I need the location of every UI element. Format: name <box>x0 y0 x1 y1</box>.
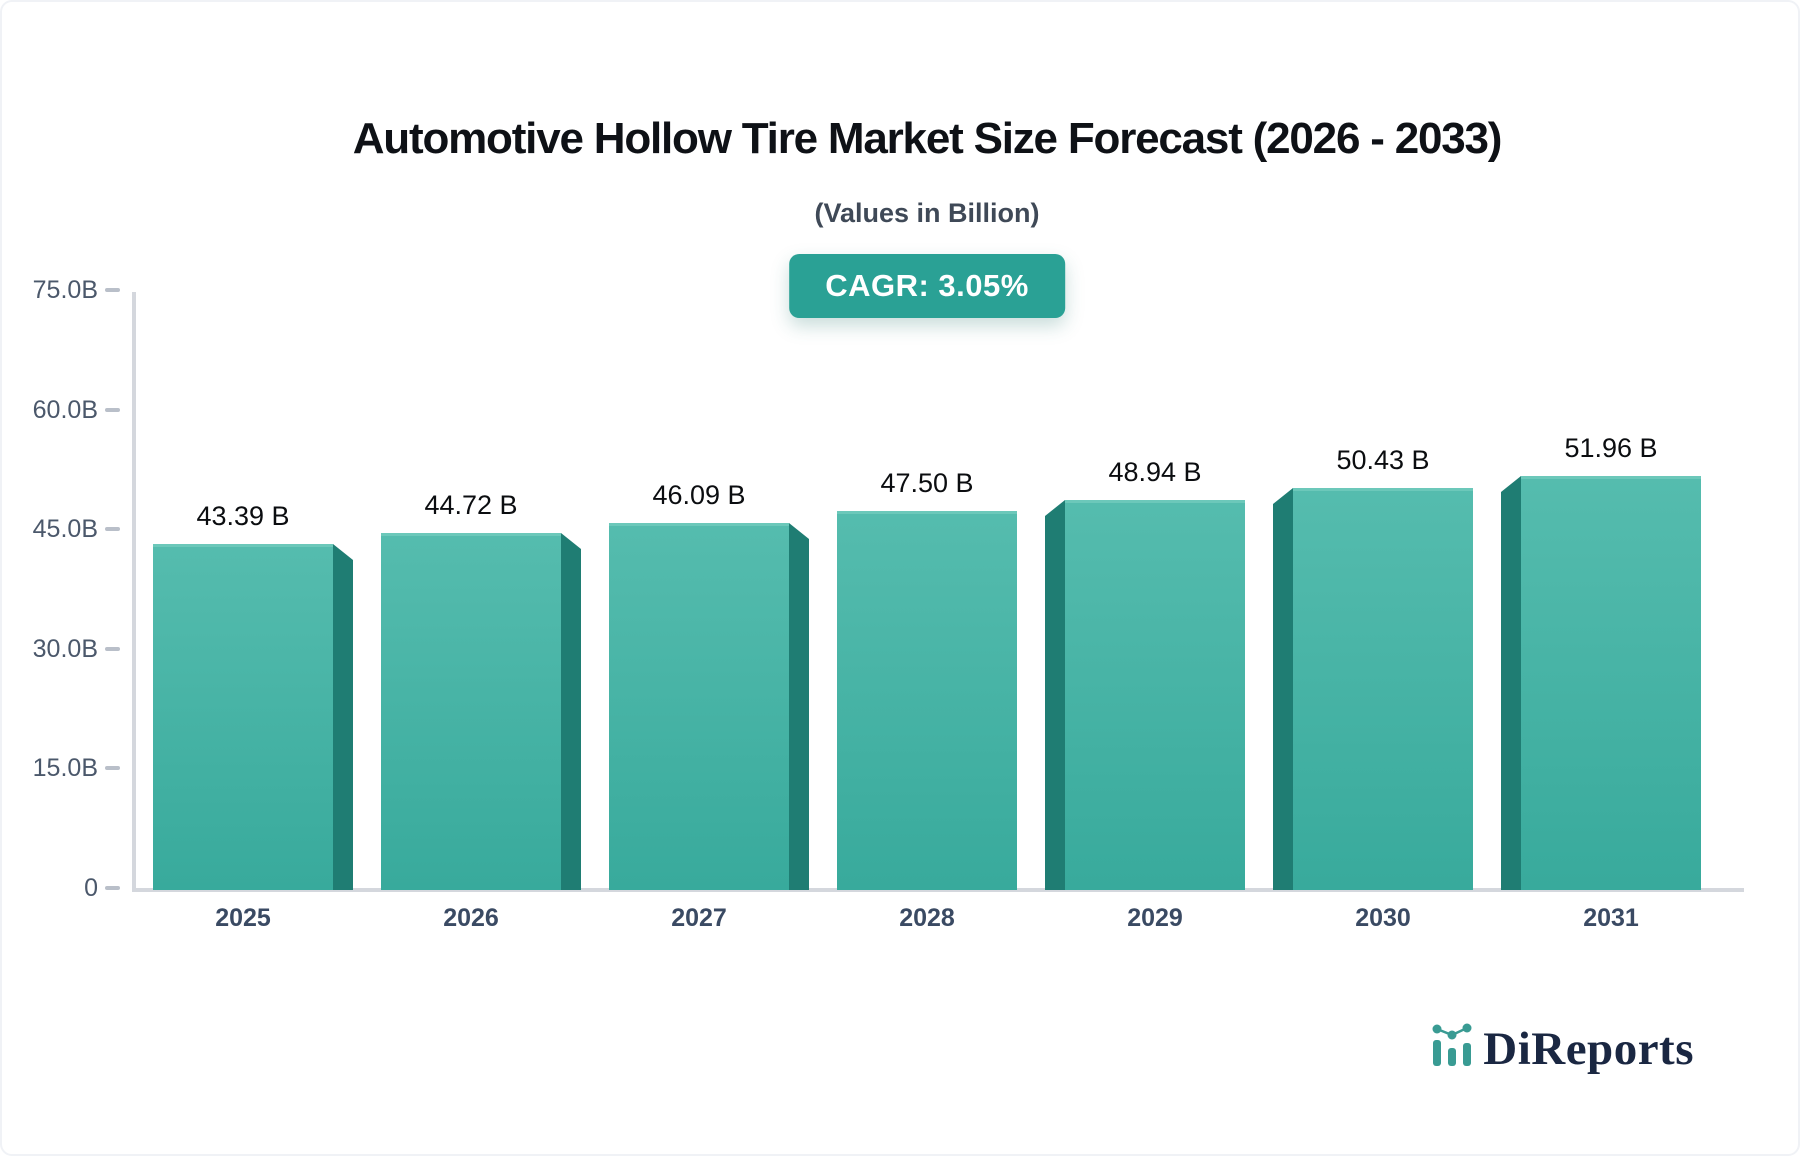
bar-side-face <box>1273 488 1293 890</box>
chart-title: Automotive Hollow Tire Market Size Forec… <box>352 114 1503 163</box>
bar-value-label: 44.72 B <box>424 490 518 520</box>
x-axis-label: 2025 <box>215 904 271 932</box>
bar-value-label: 51.96 B <box>1564 433 1658 463</box>
bar[interactable] <box>1065 500 1245 890</box>
bar[interactable] <box>837 511 1017 890</box>
bar[interactable] <box>609 523 789 890</box>
y-axis-tick-label: 60.0B <box>32 395 98 424</box>
x-axis-label: 2031 <box>1583 904 1639 932</box>
x-axis-label: 2030 <box>1355 904 1411 932</box>
bar-value-label: 43.39 B <box>196 501 290 531</box>
y-axis-tick <box>105 646 120 651</box>
y-axis-tick <box>105 766 120 771</box>
x-axis-label: 2027 <box>671 904 727 932</box>
bar[interactable] <box>1293 488 1473 890</box>
bar[interactable] <box>1521 476 1701 890</box>
y-axis-tick-label: 0 <box>84 874 98 902</box>
y-axis-tick-label: 15.0B <box>32 754 98 783</box>
cagr-badge: CAGR: 3.05% <box>789 254 1065 318</box>
bar-value-label: 46.09 B <box>652 480 746 510</box>
y-axis-tick <box>105 886 120 890</box>
x-axis-label: 2029 <box>1127 904 1183 932</box>
bar-side-face <box>1045 500 1065 890</box>
x-axis-label: 2028 <box>899 904 955 932</box>
y-axis-tick <box>105 527 120 532</box>
bar[interactable] <box>381 533 561 890</box>
chart-subtitle: (Values in Billion) <box>814 198 1040 228</box>
bar-side-face <box>561 533 581 890</box>
y-axis-line <box>132 292 136 890</box>
y-axis-tick-label: 30.0B <box>32 634 98 663</box>
y-axis-tick <box>105 407 120 412</box>
bar-value-label: 48.94 B <box>1108 457 1202 487</box>
direports-logo: DiReports <box>1431 1018 1694 1073</box>
y-axis-tick-label: 45.0B <box>32 515 98 544</box>
bar-value-label: 47.50 B <box>880 468 974 498</box>
bar-chart-logo-icon <box>1431 1018 1475 1073</box>
bar-side-face <box>333 544 353 890</box>
bar-side-face <box>789 523 809 890</box>
bar-side-face <box>1501 476 1521 890</box>
x-axis-label: 2026 <box>443 904 499 932</box>
bar[interactable] <box>153 544 333 890</box>
bar-value-label: 50.43 B <box>1336 445 1430 475</box>
x-axis-line <box>132 888 1744 892</box>
y-axis-tick <box>105 288 120 292</box>
logo-text: DiReports <box>1483 1023 1694 1075</box>
y-axis-tick-label: 75.0B <box>32 276 98 304</box>
